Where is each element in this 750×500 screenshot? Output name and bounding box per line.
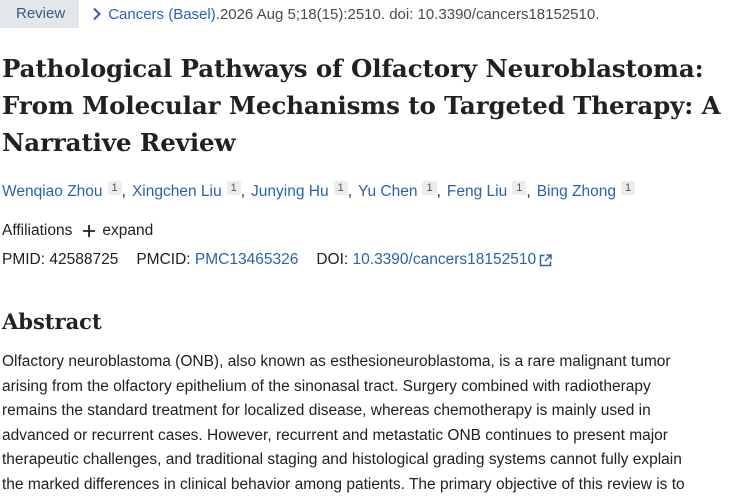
affiliation-ref-button[interactable]: 1 xyxy=(512,181,527,195)
author-link[interactable]: Wenqiao Zhou xyxy=(2,183,103,200)
abstract-line: arising from the olfactory epithelium of… xyxy=(2,377,651,395)
article-title: Pathological Pathways of Olfactory Neuro… xyxy=(2,50,747,161)
affiliation-ref-button[interactable]: 1 xyxy=(226,181,241,195)
doi-label: DOI: xyxy=(316,251,349,268)
abstract-line: the marked differences in clinical behav… xyxy=(2,475,685,493)
expand-label: expand xyxy=(102,222,154,239)
affiliation-ref-button[interactable]: 1 xyxy=(107,181,122,195)
author-separator: , xyxy=(347,183,353,200)
journal-link[interactable]: Cancers (Basel). xyxy=(108,5,220,23)
pmcid-link[interactable]: PMC13465326 xyxy=(194,251,299,268)
title-line: Narrative Review xyxy=(2,128,236,157)
author-link[interactable]: Yu Chen xyxy=(358,183,418,200)
abstract-line: advanced or recurrent cases. However, re… xyxy=(2,426,668,444)
affiliation-ref-button[interactable]: 1 xyxy=(333,181,348,195)
abstract-line: Olfactory neuroblastoma (ONB), also know… xyxy=(2,353,671,370)
author-item: Feng Liu 1 xyxy=(446,181,527,201)
author-list: Wenqiao Zhou 1 , Xingchen Liu 1 , Junyin… xyxy=(2,181,636,201)
title-line: Pathological Pathways of Olfactory Neuro… xyxy=(2,54,704,83)
author-link[interactable]: Bing Zhong xyxy=(536,183,616,200)
author-separator: , xyxy=(526,183,531,200)
author-item: Junying Hu 1 xyxy=(251,181,348,201)
doi-link[interactable]: 10.3390/cancers18152510 xyxy=(352,251,537,268)
pmid-value: 42588725 xyxy=(49,251,119,268)
affiliations-label: Affiliations xyxy=(2,222,73,239)
identifiers-row: PMID: 42588725 PMCID: PMC13465326 DOI: 1… xyxy=(2,251,552,269)
author-link[interactable]: Xingchen Liu xyxy=(131,183,222,200)
pmid-label: PMID: xyxy=(2,251,46,268)
author-item: Yu Chen 1 xyxy=(358,181,437,201)
citation-details: 2026 Aug 5;18(15):2510. doi: 10.3390/can… xyxy=(219,5,600,23)
title-line: From Molecular Mechanisms to Targeted Th… xyxy=(2,91,721,120)
abstract-line: therapeutic challenges, and traditional … xyxy=(2,451,682,468)
author-item: Bing Zhong 1 xyxy=(536,181,636,201)
affiliation-ref-button[interactable]: 1 xyxy=(620,181,636,195)
abstract-line: remains the standard treatment for local… xyxy=(2,402,651,419)
external-link-icon[interactable] xyxy=(539,253,552,267)
abstract-body: Olfactory neuroblastoma (ONB), also know… xyxy=(2,350,742,497)
affiliation-ref-button[interactable]: 1 xyxy=(422,181,437,195)
author-separator: , xyxy=(436,183,441,200)
expand-affiliations-button[interactable]: expand xyxy=(82,222,153,240)
affiliations-row: Affiliations expand xyxy=(2,222,153,240)
abstract-heading: Abstract xyxy=(2,309,102,334)
author-separator: , xyxy=(121,183,126,200)
author-link[interactable]: Feng Liu xyxy=(446,183,508,200)
chevron-right-icon xyxy=(88,5,106,23)
author-item: Wenqiao Zhou 1 xyxy=(2,181,122,201)
author-item: Xingchen Liu 1 xyxy=(131,181,241,201)
pmcid-label: PMCID: xyxy=(136,251,191,268)
plus-icon xyxy=(82,224,96,238)
author-separator: , xyxy=(240,183,246,200)
citation-line: Review Cancers (Basel). 2026 Aug 5;18(15… xyxy=(0,0,599,28)
article-type-badge[interactable]: Review xyxy=(0,0,80,28)
author-link[interactable]: Junying Hu xyxy=(251,183,329,200)
